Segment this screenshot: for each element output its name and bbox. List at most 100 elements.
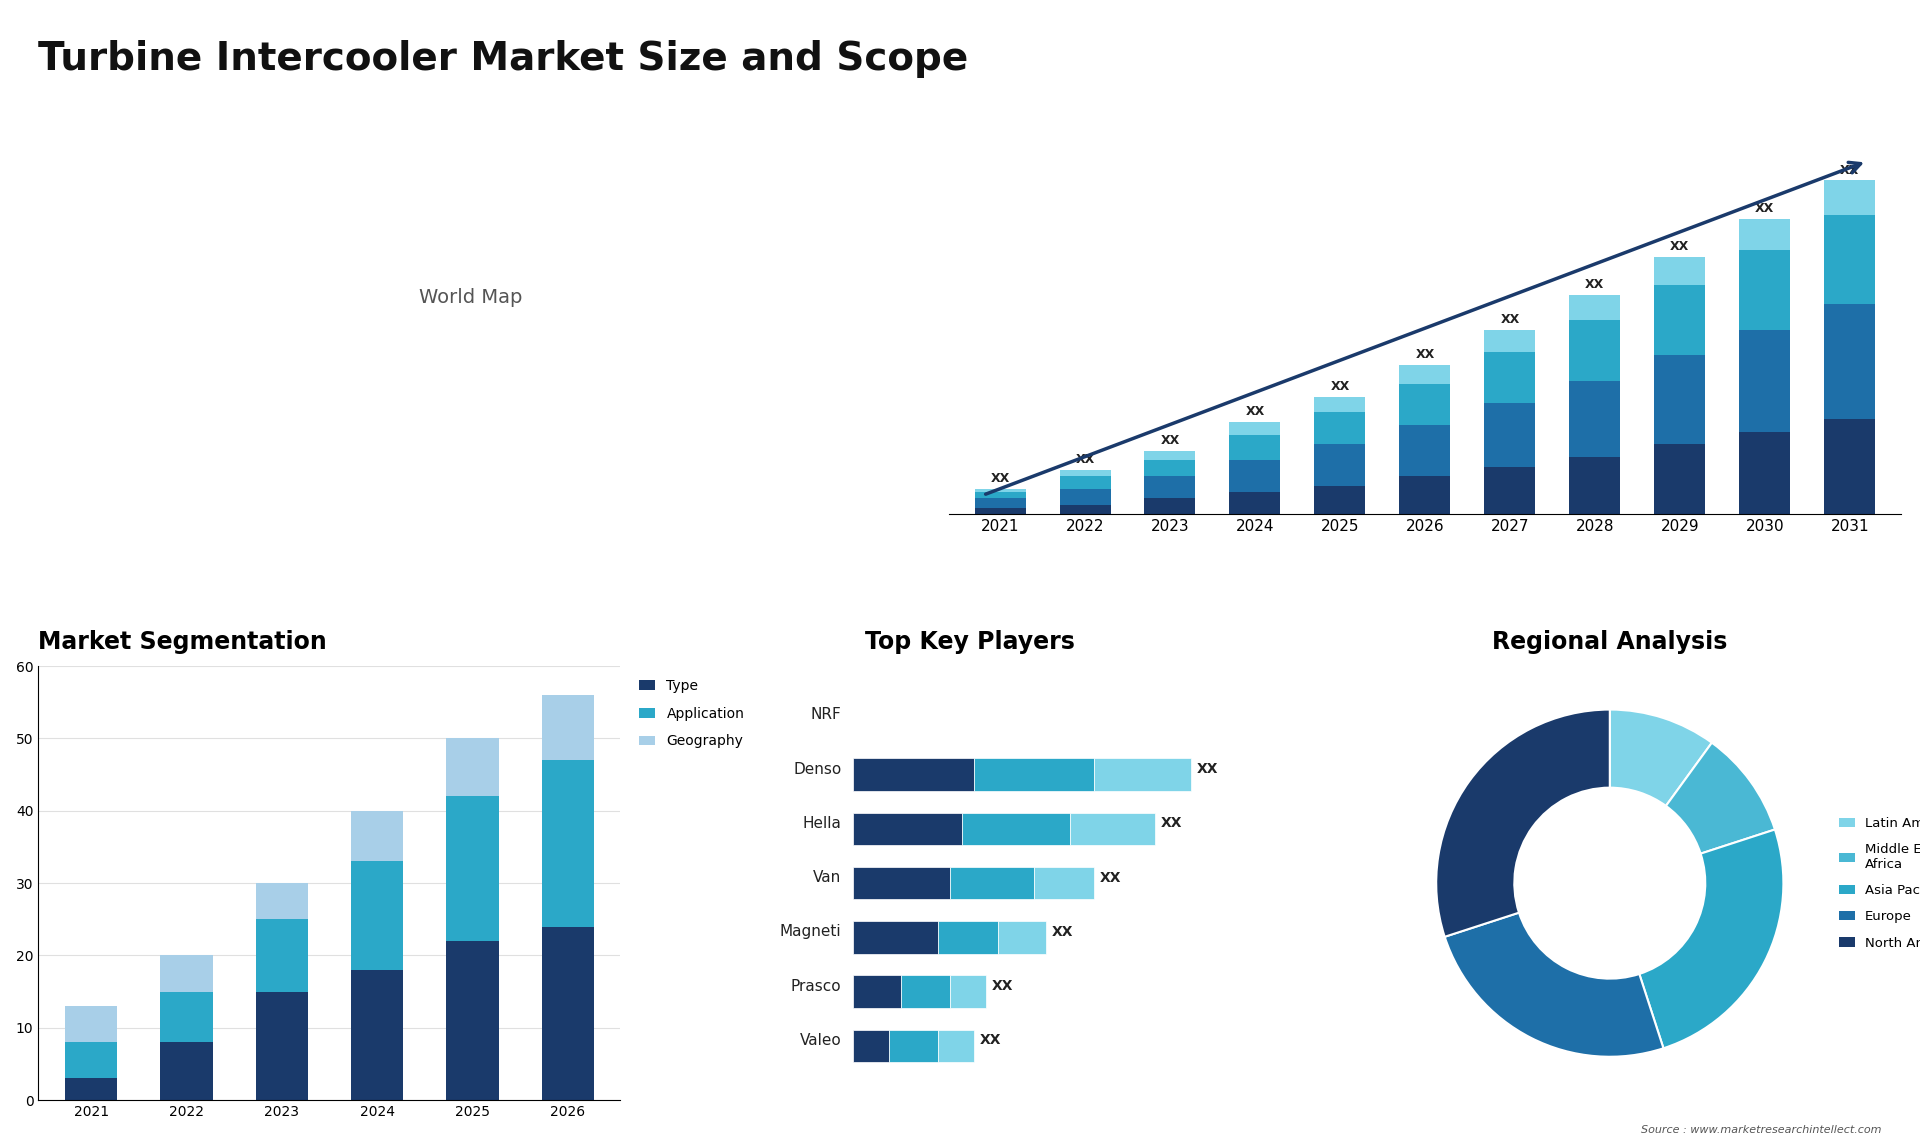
Bar <box>1655 257 1705 285</box>
Text: XX: XX <box>1160 434 1179 447</box>
Text: U.K.
xx%: U.K. xx% <box>459 167 474 179</box>
Bar <box>541 760 593 927</box>
Text: XX: XX <box>1052 925 1073 939</box>
Bar <box>1484 403 1536 466</box>
Text: SOUTH
AFRICA
xx%: SOUTH AFRICA xx% <box>518 416 543 433</box>
Text: World Map: World Map <box>419 288 522 307</box>
Bar <box>1569 380 1620 457</box>
Text: XX: XX <box>1160 816 1183 831</box>
FancyBboxPatch shape <box>852 1029 889 1062</box>
Bar <box>159 956 213 991</box>
Title: Top Key Players: Top Key Players <box>864 630 1075 654</box>
Bar <box>159 991 213 1043</box>
Bar <box>1315 397 1365 413</box>
Bar <box>1824 180 1876 215</box>
Bar <box>65 1078 117 1100</box>
Bar <box>1655 445 1705 515</box>
Text: FRANCE
xx%: FRANCE xx% <box>461 189 490 199</box>
Bar <box>255 991 307 1100</box>
Text: XX: XX <box>1075 453 1094 466</box>
FancyBboxPatch shape <box>889 1029 937 1062</box>
Bar <box>1569 295 1620 320</box>
Text: Market Segmentation: Market Segmentation <box>38 630 326 654</box>
Text: XX: XX <box>1415 348 1434 361</box>
Bar <box>1144 476 1196 499</box>
Bar <box>1060 470 1110 476</box>
Text: XX: XX <box>1246 406 1265 418</box>
Text: XX: XX <box>991 979 1014 994</box>
Bar <box>1569 457 1620 515</box>
Wedge shape <box>1667 743 1774 854</box>
Bar <box>1484 330 1536 352</box>
Bar <box>65 1043 117 1078</box>
Bar <box>1484 352 1536 403</box>
FancyBboxPatch shape <box>962 813 1069 845</box>
Bar <box>1229 434 1281 461</box>
Bar <box>1400 384 1450 425</box>
Text: Hella: Hella <box>803 816 841 831</box>
Bar <box>1569 320 1620 380</box>
Text: Magneti: Magneti <box>780 925 841 940</box>
Bar <box>1229 422 1281 434</box>
Text: CANADA
xx%: CANADA xx% <box>215 143 246 155</box>
Legend: Latin America, Middle East &
Africa, Asia Pacific, Europe, North America: Latin America, Middle East & Africa, Asi… <box>1834 811 1920 955</box>
Bar <box>351 811 403 862</box>
Bar <box>1740 250 1789 330</box>
Bar <box>1229 461 1281 492</box>
Text: ITALY
xx%: ITALY xx% <box>492 201 509 211</box>
Bar <box>1740 432 1789 515</box>
FancyBboxPatch shape <box>1094 759 1190 791</box>
Bar <box>1484 466 1536 515</box>
Text: XX: XX <box>1500 313 1519 325</box>
Bar <box>255 919 307 991</box>
Bar <box>1400 364 1450 384</box>
FancyBboxPatch shape <box>1069 813 1154 845</box>
Bar <box>975 492 1025 499</box>
Wedge shape <box>1640 830 1784 1049</box>
Bar <box>255 884 307 919</box>
Bar <box>1315 413 1365 445</box>
Bar <box>1144 499 1196 515</box>
Bar <box>1060 489 1110 504</box>
Text: Source : www.marketresearchintellect.com: Source : www.marketresearchintellect.com <box>1642 1124 1882 1135</box>
Wedge shape <box>1436 709 1609 936</box>
Text: JAPAN
xx%: JAPAN xx% <box>791 219 814 229</box>
Text: XX: XX <box>1331 379 1350 393</box>
Text: BRAZIL
xx%: BRAZIL xx% <box>336 366 361 376</box>
Text: Prasco: Prasco <box>791 979 841 994</box>
Text: INDIA
xx%: INDIA xx% <box>649 266 668 277</box>
Bar <box>1655 285 1705 355</box>
Text: GERMANY
xx%: GERMANY xx% <box>478 176 513 188</box>
Text: SAUDI
ARABIA
xx%: SAUDI ARABIA xx% <box>566 254 593 272</box>
Text: MEXICO
xx%: MEXICO xx% <box>211 258 240 268</box>
FancyBboxPatch shape <box>852 866 950 900</box>
Text: XX: XX <box>1586 278 1605 291</box>
Bar <box>445 941 499 1100</box>
Bar <box>65 1006 117 1043</box>
Text: XX: XX <box>991 472 1010 485</box>
FancyBboxPatch shape <box>973 759 1094 791</box>
FancyBboxPatch shape <box>852 975 900 1008</box>
Bar <box>1824 418 1876 515</box>
Legend: Type, Application, Geography: Type, Application, Geography <box>634 673 751 754</box>
FancyBboxPatch shape <box>950 975 985 1008</box>
Bar <box>975 489 1025 492</box>
FancyBboxPatch shape <box>852 759 973 791</box>
Text: Turbine Intercooler Market Size and Scope: Turbine Intercooler Market Size and Scop… <box>38 40 970 78</box>
FancyBboxPatch shape <box>852 921 937 953</box>
Bar <box>1400 425 1450 476</box>
Bar <box>1060 476 1110 489</box>
Bar <box>1060 504 1110 515</box>
Bar <box>1824 215 1876 305</box>
Text: Van: Van <box>814 870 841 885</box>
Bar <box>975 499 1025 508</box>
Text: SPAIN
xx%: SPAIN xx% <box>451 210 472 220</box>
Bar <box>351 862 403 970</box>
Bar <box>1740 219 1789 250</box>
Bar <box>1655 355 1705 445</box>
FancyBboxPatch shape <box>900 975 950 1008</box>
FancyBboxPatch shape <box>937 1029 973 1062</box>
Text: U.S.
xx%: U.S. xx% <box>223 210 238 220</box>
Bar <box>445 738 499 796</box>
Bar <box>159 1043 213 1100</box>
